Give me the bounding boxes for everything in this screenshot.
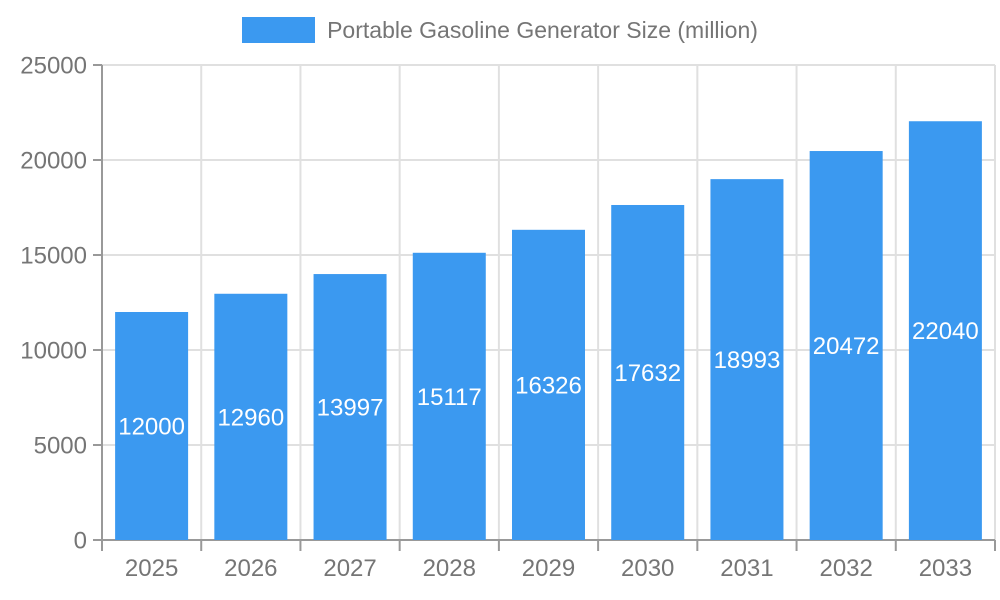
x-tick-label: 2025 [125,555,178,582]
legend-swatch [242,17,316,43]
bar[interactable] [115,312,189,540]
bar-value-label: 18993 [714,347,781,374]
bar[interactable] [611,204,685,540]
bar-value-label: 13997 [317,394,384,421]
legend[interactable]: Portable Gasoline Generator Size (millio… [0,12,1000,48]
bar-value-label: 12000 [118,413,185,440]
bar[interactable] [412,252,486,541]
bar[interactable] [908,121,982,541]
x-tick-label: 2028 [423,555,476,582]
y-tick-label: 15000 [20,242,87,269]
x-tick-label: 2030 [621,555,674,582]
bar-value-label: 20472 [813,333,880,360]
y-tick-label: 10000 [20,337,87,364]
bar[interactable] [710,179,784,540]
bar-value-label: 17632 [614,360,681,387]
x-tick-label: 2026 [224,555,277,582]
x-tick-label: 2033 [919,555,972,582]
y-tick-label: 25000 [20,52,87,79]
y-tick-label: 0 [74,527,87,554]
bar-value-label: 22040 [912,318,979,345]
bar[interactable] [214,293,288,540]
bar-value-label: 12960 [217,404,284,431]
x-tick-label: 2031 [720,555,773,582]
bar-value-label: 15117 [417,384,482,411]
x-tick-label: 2029 [522,555,575,582]
legend-label: Portable Gasoline Generator Size (millio… [327,16,758,43]
x-tick-label: 2027 [323,555,376,582]
bar[interactable] [809,151,883,541]
bar[interactable] [512,229,585,540]
y-tick-label: 20000 [20,147,87,174]
bar[interactable] [313,274,387,540]
x-tick-label: 2032 [819,555,872,582]
y-tick-label: 5000 [34,432,87,459]
bar-value-label: 16326 [515,372,582,399]
